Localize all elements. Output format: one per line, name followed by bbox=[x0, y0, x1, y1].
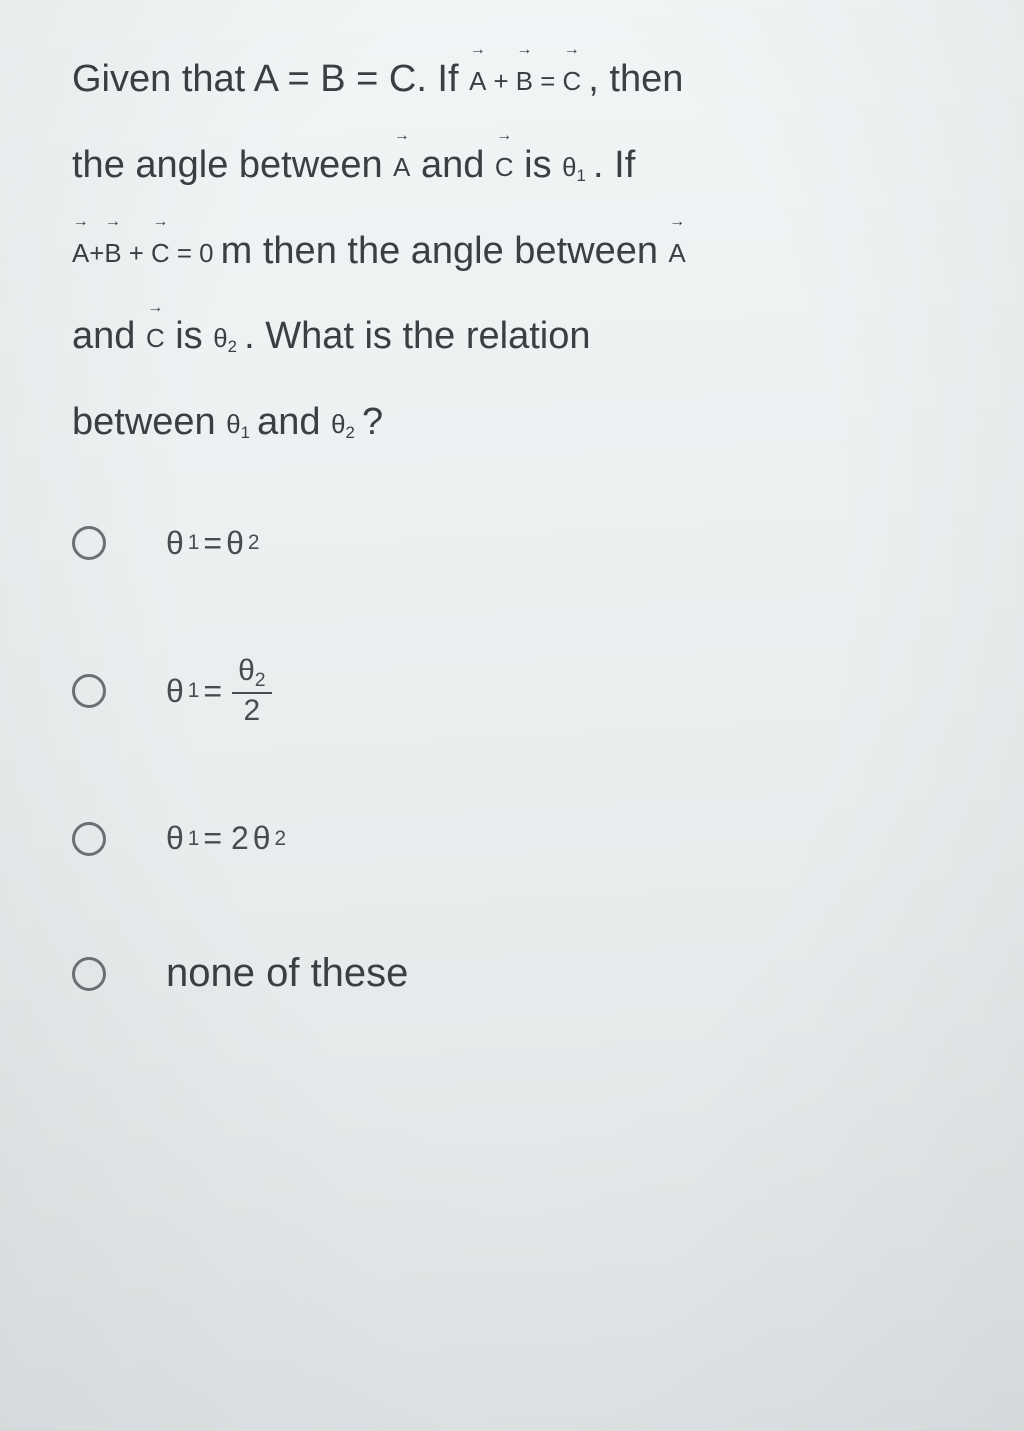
text: ? bbox=[362, 401, 383, 443]
theta-1: θ1 bbox=[226, 411, 257, 439]
math-A-plus-B-plus-C-eq-0: A+B + C = 0 bbox=[72, 240, 221, 268]
vec-C: C bbox=[146, 309, 165, 367]
options-list: θ1 = θ2 θ1 = θ2 2 θ1 = 2 θ2 bbox=[72, 525, 968, 996]
stem-line-3: A+B + C = 0 m then the angle between A bbox=[72, 212, 968, 292]
math-A-plus-B-eq-C: A + B = C bbox=[469, 68, 588, 96]
text: Given that A = B = C. If bbox=[72, 58, 469, 100]
vec-C: C bbox=[495, 137, 514, 195]
option-2-label: θ1 = θ2 2 bbox=[166, 656, 272, 726]
vec-B: B bbox=[104, 223, 121, 281]
option-3-label: θ1 = 2 θ2 bbox=[166, 820, 286, 857]
option-1-label: θ1 = θ2 bbox=[166, 525, 259, 562]
option-4[interactable]: none of these bbox=[72, 951, 968, 996]
theta-2: θ2 bbox=[331, 411, 362, 439]
text: between bbox=[72, 401, 226, 443]
text: is bbox=[524, 144, 562, 186]
text: and bbox=[421, 144, 495, 186]
vec-A: A bbox=[393, 137, 410, 195]
text: . If bbox=[593, 144, 635, 186]
text: , then bbox=[588, 58, 683, 100]
stem-line-4: and C is θ2 . What is the relation bbox=[72, 297, 968, 377]
text: and bbox=[72, 315, 146, 357]
text: the angle between bbox=[72, 144, 393, 186]
radio-icon[interactable] bbox=[72, 526, 106, 560]
option-4-label: none of these bbox=[166, 951, 408, 996]
theta-2: θ2 bbox=[213, 325, 244, 353]
option-2[interactable]: θ1 = θ2 2 bbox=[72, 656, 968, 726]
text: m then the angle between bbox=[221, 230, 669, 272]
question-stem: Given that A = B = C. If A + B = C , the… bbox=[72, 40, 968, 463]
text: is bbox=[175, 315, 213, 357]
radio-icon[interactable] bbox=[72, 822, 106, 856]
stem-line-5: between θ1 and θ2 ? bbox=[72, 383, 968, 463]
text: and bbox=[257, 401, 331, 443]
radio-icon[interactable] bbox=[72, 957, 106, 991]
theta-1: θ1 bbox=[562, 154, 593, 182]
option-1[interactable]: θ1 = θ2 bbox=[72, 525, 968, 562]
vec-A: A bbox=[72, 223, 89, 281]
radio-icon[interactable] bbox=[72, 674, 106, 708]
text: . What is the relation bbox=[244, 315, 590, 357]
question-page: Given that A = B = C. If A + B = C , the… bbox=[0, 0, 1024, 1431]
option-3[interactable]: θ1 = 2 θ2 bbox=[72, 820, 968, 857]
vec-C: C bbox=[562, 51, 581, 109]
stem-line-2: the angle between A and C is θ1 . If bbox=[72, 126, 968, 206]
vec-A: A bbox=[669, 223, 686, 281]
stem-line-1: Given that A = B = C. If A + B = C , the… bbox=[72, 40, 968, 120]
vec-A: A bbox=[469, 51, 486, 109]
vec-B: B bbox=[516, 51, 533, 109]
fraction: θ2 2 bbox=[232, 656, 272, 726]
vec-C: C bbox=[151, 223, 170, 281]
